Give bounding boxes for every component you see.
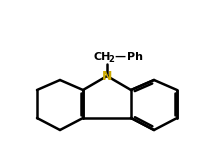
Text: N: N (102, 69, 112, 82)
Text: Ph: Ph (127, 52, 143, 62)
Text: 2: 2 (108, 55, 114, 65)
Text: —: — (114, 52, 125, 62)
Text: CH: CH (93, 52, 110, 62)
